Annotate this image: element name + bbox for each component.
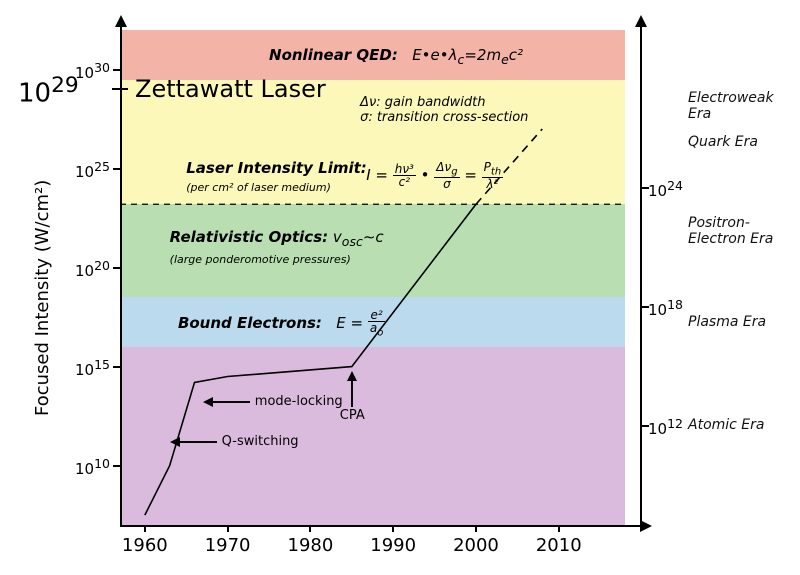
x-tick-1990: 1990 <box>370 535 416 556</box>
annot-q-switching: Q-switching <box>222 434 299 449</box>
label-limit: Laser Intensity Limit:(per cm² of laser … <box>186 159 367 195</box>
x-tick-1970: 1970 <box>205 535 251 556</box>
label-qed: Nonlinear QED: E•e•λc=2mec² <box>269 46 523 67</box>
zettawatt-tick: 1029 <box>18 73 79 109</box>
y-tick-10: 1010 <box>62 456 110 478</box>
laser-intensity-chart: 1010101510201025103019601970198019902000… <box>0 0 800 575</box>
era-label-4: Atomic Era <box>688 417 798 433</box>
y-tick-25: 1025 <box>62 159 110 181</box>
x-axis-line <box>120 525 640 527</box>
era-label-1: Quark Era <box>688 134 798 150</box>
label-relativistic: Relativistic Optics: vosc∼c(large ponder… <box>170 228 384 267</box>
x-tick-2010: 2010 <box>536 535 582 556</box>
y-axis-line <box>120 25 122 525</box>
era-label-2: Positron-Electron Era <box>688 215 798 247</box>
right-tick-18: 1018 <box>648 297 692 319</box>
era-label-3: Plasma Era <box>688 314 798 330</box>
y-tick-20: 1020 <box>62 258 110 280</box>
x-tick-1960: 1960 <box>122 535 168 556</box>
label-bound: Bound Electrons: E = e²ao <box>178 309 385 338</box>
label-gain: Δν: gain bandwidthσ: transition cross-se… <box>360 95 528 125</box>
band-purple <box>120 347 625 525</box>
right-tick-24: 1024 <box>648 178 692 200</box>
annot-mode-locking: mode-locking <box>255 394 343 409</box>
right-axis-line <box>640 25 642 525</box>
y-axis-arrow <box>115 15 127 27</box>
zettawatt-label: Zettawatt Laser <box>135 75 326 103</box>
x-tick-2000: 2000 <box>453 535 499 556</box>
right-axis-arrow <box>635 15 647 27</box>
right-tick-12: 1012 <box>648 416 692 438</box>
annot-cpa: CPA <box>340 408 365 423</box>
era-label-0: ElectroweakEra <box>688 90 798 122</box>
eq-limit: I = hν³c² • Δνgσ = Pthλ² <box>366 161 503 190</box>
x-tick-1980: 1980 <box>288 535 334 556</box>
y-tick-15: 1015 <box>62 357 110 379</box>
y-axis-title: Focused Intensity (W/cm²) <box>32 180 53 416</box>
